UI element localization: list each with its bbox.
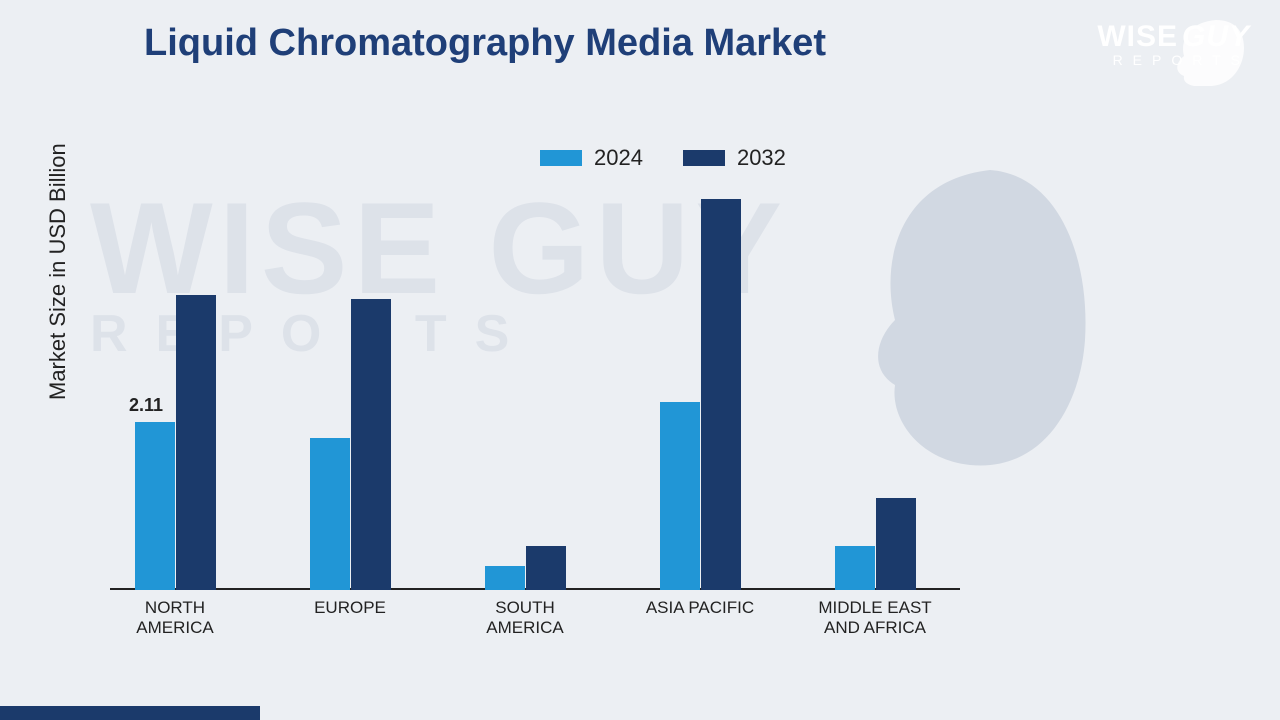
legend-label-2024: 2024 <box>594 145 643 171</box>
bar-2024 <box>660 402 700 590</box>
legend-swatch-2032 <box>683 150 725 166</box>
legend-item-2024: 2024 <box>540 145 643 171</box>
canvas: WISE GUY REPORTS Liquid Chromatography M… <box>0 0 1280 720</box>
category-label: SOUTH AMERICA <box>465 598 585 637</box>
logo-wise: WISE <box>1097 20 1178 54</box>
chart-title: Liquid Chromatography Media Market <box>60 22 910 65</box>
bottom-strip <box>0 706 260 720</box>
legend-label-2032: 2032 <box>737 145 786 171</box>
category-label: NORTH AMERICA <box>115 598 235 637</box>
bar-2032 <box>351 299 391 590</box>
bar-2032 <box>176 295 216 590</box>
bar-2024 <box>835 546 875 590</box>
bar-2032 <box>876 498 916 590</box>
category-label: MIDDLE EAST AND AFRICA <box>815 598 935 637</box>
bar-2024 <box>310 438 350 590</box>
logo-guy: GUY <box>1182 20 1250 54</box>
y-axis-label: Market Size in USD Billion <box>45 143 71 400</box>
category-label: EUROPE <box>290 598 410 618</box>
bar-value-label: 2.11 <box>129 395 163 416</box>
bar-2024 <box>485 566 525 590</box>
chart-area: 2.11NORTH AMERICAEUROPESOUTH AMERICAASIA… <box>110 175 960 590</box>
legend: 2024 2032 <box>540 145 786 171</box>
category-label: ASIA PACIFIC <box>640 598 760 618</box>
legend-swatch-2024 <box>540 150 582 166</box>
brand-logo: WISEGUY REPORTS <box>1097 20 1250 68</box>
legend-item-2032: 2032 <box>683 145 786 171</box>
bar-2032 <box>526 546 566 590</box>
bar-2032 <box>701 199 741 590</box>
bar-2024 <box>135 422 175 590</box>
